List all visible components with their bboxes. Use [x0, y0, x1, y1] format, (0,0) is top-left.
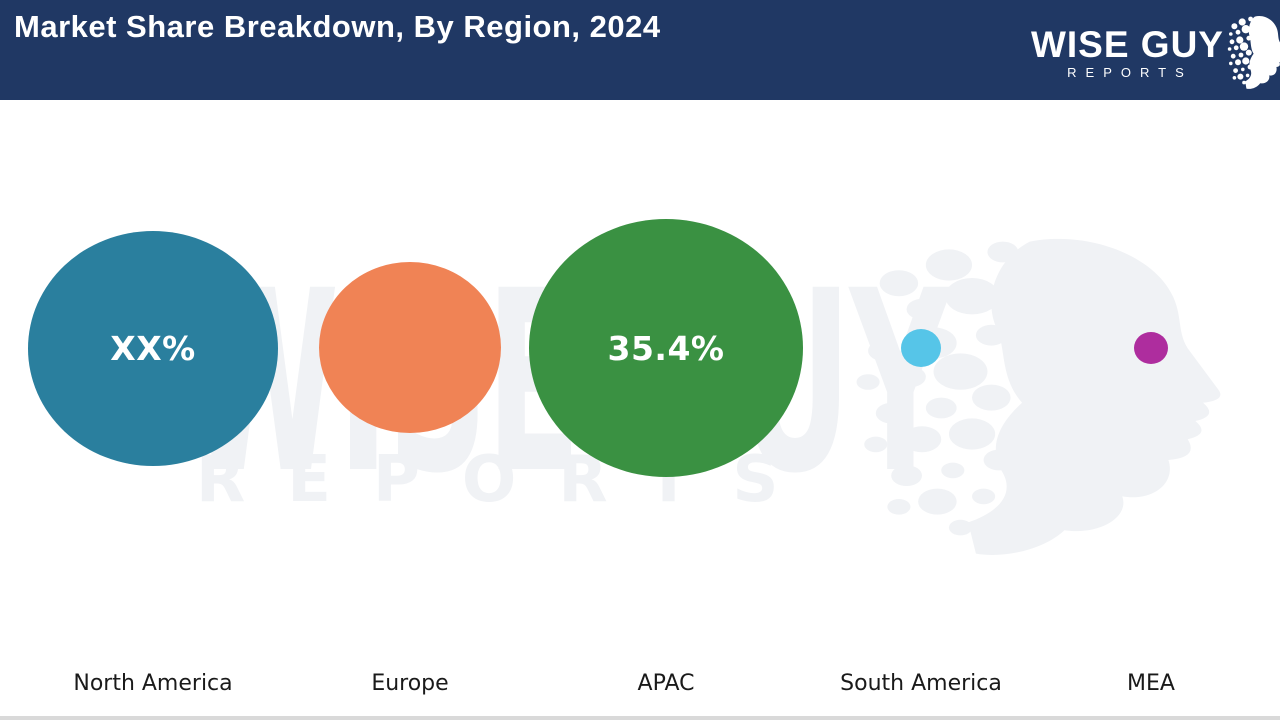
region-label-north-america: North America	[73, 671, 233, 696]
bubble-south-america	[901, 329, 941, 367]
bubble-europe	[319, 262, 501, 433]
region-label-mea: MEA	[1127, 671, 1175, 696]
bubble-mea	[1134, 332, 1168, 364]
bubble-apac: 35.4%	[529, 219, 803, 477]
bubble-value-apac: 35.4%	[607, 328, 725, 368]
bubble-north-america: XX%	[28, 231, 278, 466]
region-label-apac: APAC	[637, 671, 695, 696]
wiseguy-logo: WISE GUY REPORTS	[1031, 10, 1280, 94]
wiseguy-face-icon	[1227, 15, 1280, 89]
region-label-south-america: South America	[840, 671, 1002, 696]
bubble-value-north-america: XX%	[110, 329, 196, 368]
region-label-europe: Europe	[371, 671, 449, 696]
wiseguy-logo-text: WISE GUY REPORTS	[1031, 26, 1224, 79]
logo-wordmark: WISE GUY	[1030, 23, 1224, 65]
header-bar: Market Share Breakdown, By Region, 2024 …	[0, 0, 1280, 100]
page-title: Market Share Breakdown, By Region, 2024	[14, 9, 661, 44]
bottom-strip	[0, 716, 1280, 720]
logo-subtitle: REPORTS	[1067, 64, 1193, 80]
watermark-face-icon	[856, 238, 1221, 555]
